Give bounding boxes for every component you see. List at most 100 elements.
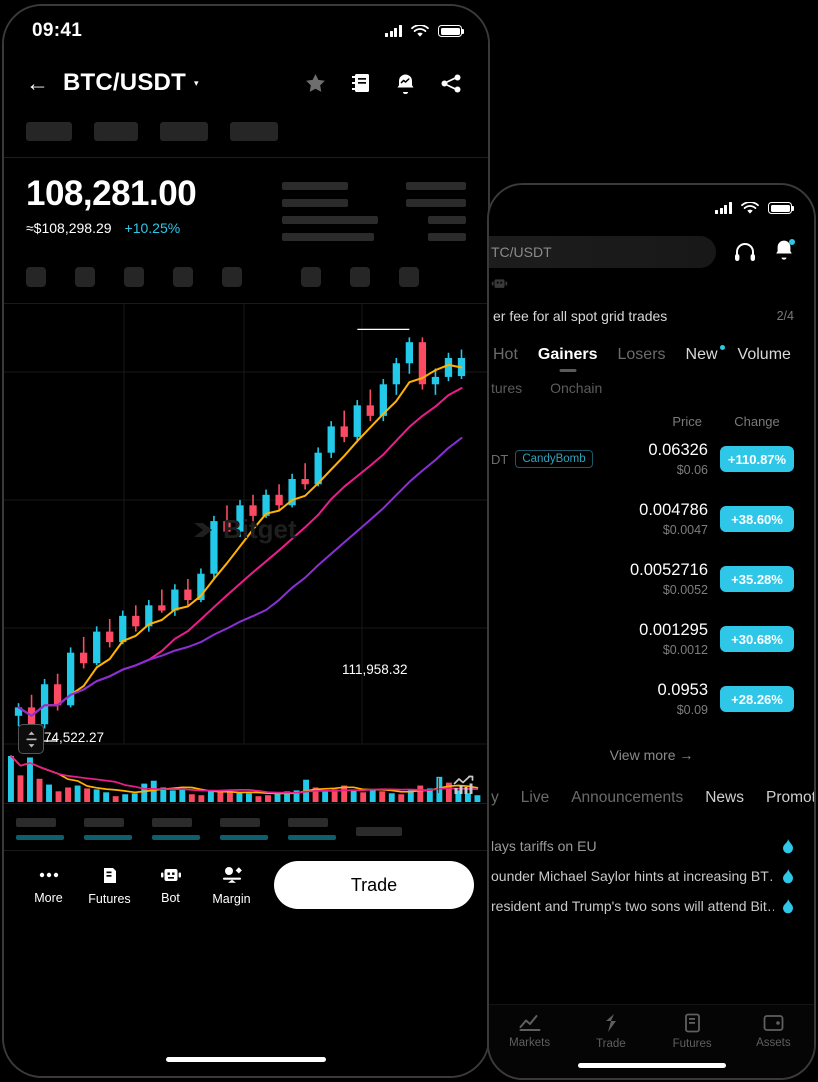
timeframe-skeleton[interactable] [26, 267, 46, 287]
news-item[interactable]: lays tariffs on EU [491, 831, 794, 861]
timeframe-skeleton[interactable] [350, 267, 370, 287]
action-futures[interactable]: Futures [79, 865, 140, 906]
tab-hot[interactable]: Hot [493, 346, 518, 372]
home-indicator [577, 1063, 726, 1068]
market-price-usd: $0.06 [676, 463, 708, 477]
status-time: 09:41 [32, 20, 83, 41]
chip-skeleton [160, 122, 208, 141]
phone-right: TC/USDT e [487, 183, 816, 1080]
chip-skeleton [26, 122, 72, 141]
promo-banner[interactable]: er fee for all spot grid trades 2/4 [489, 296, 814, 324]
market-price-cell: 0.0052716 $0.0052 [596, 561, 708, 597]
view-more-link[interactable]: View more → [609, 747, 694, 763]
search-row: TC/USDT [489, 231, 814, 273]
tabbar-item-assets[interactable]: Assets [733, 1013, 814, 1049]
tabbar-item-trade[interactable]: Trade [570, 1013, 651, 1050]
timeframe-skeleton[interactable] [301, 267, 321, 287]
timeframe-skeleton[interactable] [124, 267, 144, 287]
divider [4, 157, 488, 158]
tab-label: Volume [737, 346, 791, 363]
stat-skeleton [428, 233, 466, 241]
news-item[interactable]: resident and Trump's two sons will atten… [491, 891, 794, 921]
market-row[interactable]: 0.004786 $0.0047 +38.60% [489, 489, 814, 549]
tabbar-item-markets[interactable]: Markets [489, 1013, 570, 1049]
tabbar-item-futures[interactable]: Futures [652, 1013, 733, 1050]
notification-bell-wrap[interactable] [774, 239, 795, 265]
market-row[interactable]: 0.001295 $0.0012 +30.68% [489, 609, 814, 669]
status-icons [715, 201, 795, 215]
action-bot[interactable]: Bot [140, 865, 201, 905]
chart-low-label: 74,522.27 [44, 730, 105, 745]
market-price: 0.0052716 [630, 561, 708, 579]
chart-drag-handle[interactable] [18, 724, 44, 754]
headset-icon[interactable] [734, 242, 756, 263]
back-button[interactable]: ← [26, 69, 49, 96]
news-tab-live[interactable]: Live [520, 789, 550, 806]
market-row[interactable]: DT CandyBomb 0.06326 $0.06 +110.87% [489, 429, 814, 489]
order-skeleton-col [220, 818, 268, 840]
market-price: 0.001295 [639, 621, 708, 639]
timeframe-skeleton[interactable] [173, 267, 193, 287]
alert-bell-icon[interactable] [395, 73, 416, 94]
banner-text: er fee for all spot grid trades [493, 308, 668, 324]
timeframe-skeleton[interactable] [399, 267, 419, 287]
share-icon[interactable] [441, 74, 462, 93]
stat-skeleton [406, 199, 466, 207]
tab-label: Gainers [537, 346, 598, 363]
action-more[interactable]: More [18, 865, 79, 905]
news-tab-news[interactable]: News [705, 789, 744, 806]
order-skeleton-col [356, 818, 402, 840]
tab-new[interactable]: New [686, 345, 725, 372]
market-row[interactable]: 0.0052716 $0.0052 +35.28% [489, 549, 814, 609]
stat-skeleton [282, 216, 378, 224]
news-item[interactable]: ounder Michael Saylor hints at increasin… [491, 861, 794, 891]
indicator-chart-icon[interactable] [453, 775, 474, 795]
status-badge[interactable]: +35.28% [720, 566, 794, 592]
market-price: 0.004786 [639, 501, 708, 519]
status-badge[interactable]: +38.60% [720, 506, 794, 532]
notification-bell-icon[interactable] [774, 239, 794, 260]
star-icon[interactable] [305, 73, 326, 93]
tab-losers[interactable]: Losers [618, 346, 666, 372]
news-tab-y[interactable]: y [491, 789, 499, 806]
market-row[interactable]: 0.0953 $0.09 +28.26% [489, 669, 814, 729]
assets-icon [763, 1015, 784, 1031]
market-tag[interactable]: CandyBomb [515, 450, 593, 468]
price-chart[interactable]: Bitget 111,958.32 74,522.27 [4, 303, 488, 803]
chevron-down-icon[interactable]: ▾ [193, 77, 199, 88]
market-price-cell: 0.0953 $0.09 [596, 681, 708, 717]
tab-volume[interactable]: Volume [738, 346, 791, 372]
timeframe-skeleton[interactable] [222, 267, 242, 287]
market-price: 0.0953 [657, 681, 708, 699]
status-badge[interactable]: +110.87% [720, 446, 794, 472]
market-price-cell: 0.06326 $0.06 [596, 441, 708, 477]
price-stats-skeletons [282, 176, 466, 241]
new-badge-dot [719, 345, 725, 350]
orderbook-icon[interactable] [351, 73, 370, 93]
tab-underline [559, 369, 577, 372]
tab-gainers[interactable]: Gainers [538, 346, 598, 372]
status-badge[interactable]: +28.26% [720, 686, 794, 712]
status-badge[interactable]: +30.68% [720, 626, 794, 652]
order-tabs-skeleton [4, 803, 488, 850]
search-input[interactable]: TC/USDT [489, 236, 716, 268]
price-block: 108,281.00 ≈$108,298.29 +10.25% [4, 158, 488, 241]
market-price-usd: $0.09 [676, 703, 708, 717]
timeframe-skeleton[interactable] [75, 267, 95, 287]
news-tab-promotions[interactable]: Promotio [765, 789, 814, 806]
left-screen: 09:41 ← BTC/USDT ▾ [4, 6, 488, 1076]
battery-icon [438, 25, 465, 37]
market-price-cell: 0.004786 $0.0047 [596, 501, 708, 537]
trade-button[interactable]: Trade [274, 861, 474, 909]
stat-skeleton [428, 216, 466, 224]
change-percent: +10.25% [124, 219, 181, 236]
more-dots-icon [39, 872, 58, 878]
markets-icon [519, 1015, 541, 1031]
order-skeleton-col [152, 818, 200, 840]
action-margin[interactable]: Margin [201, 865, 262, 906]
sub-tab-onchain[interactable]: Onchain [550, 380, 603, 396]
news-tab-announcements[interactable]: Announcements [571, 789, 684, 806]
sub-tab-futures[interactable]: tures [491, 380, 523, 396]
candlestick-svg[interactable] [4, 304, 488, 804]
chart-tools[interactable] [438, 775, 474, 795]
